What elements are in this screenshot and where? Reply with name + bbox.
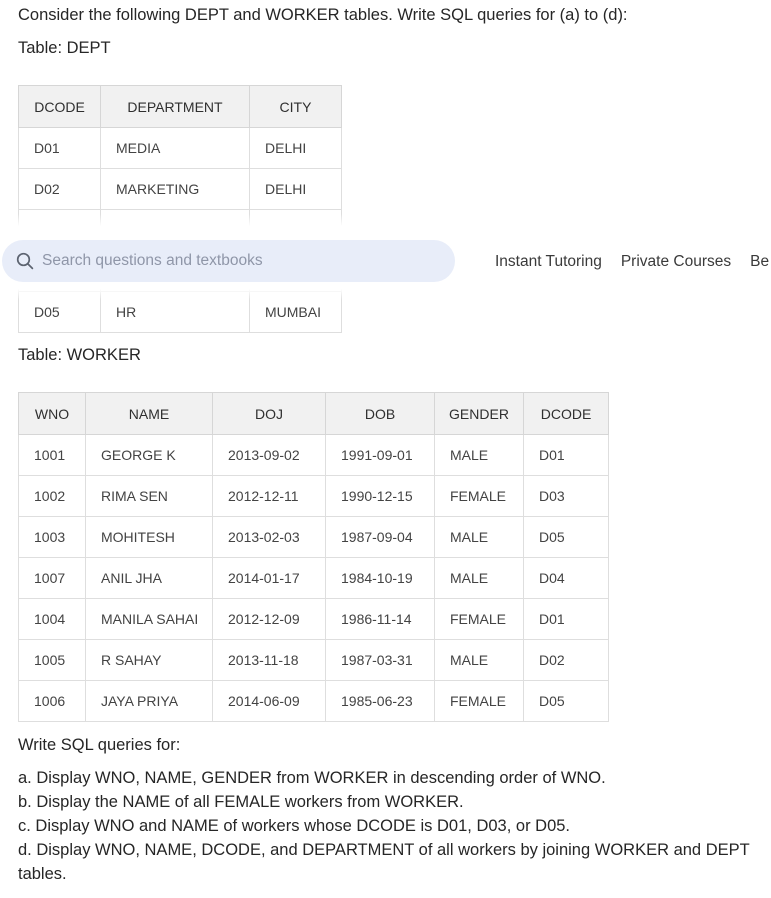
table-cell: D01: [523, 434, 609, 476]
table-cell: 1991-09-01: [325, 434, 435, 476]
table-header-cell: NAME: [85, 392, 213, 435]
dept-table-header-row: DCODE DEPARTMENT CITY: [18, 85, 342, 128]
table-cell: 1006: [18, 680, 86, 722]
question-a: a. Display WNO, NAME, GENDER from WORKER…: [18, 769, 606, 787]
worker-table-body: 1001 GEORGE K 2013-09-02 1991-09-01 MALE D01 1…: [18, 434, 609, 722]
table-row: D02 MARKETING DELHI: [18, 168, 342, 210]
search-bar[interactable]: [2, 240, 455, 282]
table-cell: DELHI: [249, 168, 342, 210]
table-cell: 1987-09-04: [325, 516, 435, 558]
table-cell: D05: [523, 516, 609, 558]
table-cell: R SAHAY: [85, 639, 213, 681]
table-header-cell: DOB: [325, 392, 435, 435]
table-cell: 2013-11-18: [212, 639, 326, 681]
question-d: d. Display WNO, NAME, DCODE, and DEPARTM…: [18, 841, 750, 883]
table-cell: GEORGE K: [85, 434, 213, 476]
table-row: 1002 RIMA SEN 2012-12-11 1990-12-15 FEMALE D0…: [18, 475, 609, 517]
table-cell: D01: [523, 598, 609, 640]
search-header-overlay: Instant Tutoring Private Courses Be: [0, 214, 771, 300]
table-cell: FEMALE: [434, 475, 524, 517]
table-cell: MOHITESH: [85, 516, 213, 558]
table-cell: 1984-10-19: [325, 557, 435, 599]
table-row: 1007 ANIL JHA 2014-01-17 1984-10-19 MALE D04: [18, 557, 609, 599]
nav-link-truncated[interactable]: Be: [750, 253, 770, 270]
table-cell: 1990-12-15: [325, 475, 435, 517]
table-cell: 2013-09-02: [212, 434, 326, 476]
table-cell: ANIL JHA: [85, 557, 213, 599]
top-nav: Instant Tutoring Private Courses Be: [495, 253, 769, 271]
table-cell: FEMALE: [434, 680, 524, 722]
table-header-cell: DOJ: [212, 392, 326, 435]
table-cell: 2014-06-09: [212, 680, 326, 722]
dept-table-label: Table: DEPT: [18, 39, 111, 57]
table-cell: DELHI: [249, 127, 342, 169]
intro-text: Consider the following DEPT and WORKER t…: [18, 6, 628, 24]
table-cell: 1003: [18, 516, 86, 558]
questions-heading: Write SQL queries for:: [18, 736, 181, 754]
table-cell: MALE: [434, 557, 524, 599]
table-cell: MEDIA: [100, 127, 250, 169]
question-c: c. Display WNO and NAME of workers whose…: [18, 817, 571, 835]
table-cell: D05: [523, 680, 609, 722]
table-row: D01 MEDIA DELHI: [18, 127, 342, 169]
table-cell: JAYA PRIYA: [85, 680, 213, 722]
nav-link-instant-tutoring[interactable]: Instant Tutoring: [495, 253, 602, 270]
table-cell: 1001: [18, 434, 86, 476]
table-row: 1001 GEORGE K 2013-09-02 1991-09-01 MALE D01: [18, 434, 609, 476]
table-cell: 1985-06-23: [325, 680, 435, 722]
table-cell: 1002: [18, 475, 86, 517]
table-cell: 2012-12-09: [212, 598, 326, 640]
table-cell: D03: [523, 475, 609, 517]
table-cell: D02: [523, 639, 609, 681]
search-input[interactable]: [2, 240, 455, 282]
worker-table-label: Table: WORKER: [18, 346, 141, 364]
table-header-cell: DEPARTMENT: [100, 85, 250, 128]
table-header-cell: DCODE: [18, 85, 101, 128]
table-row: 1003 MOHITESH 2013-02-03 1987-09-04 MALE D05: [18, 516, 609, 558]
table-header-cell: WNO: [18, 392, 86, 435]
table-header-cell: DCODE: [523, 392, 609, 435]
table-cell: 2012-12-11: [212, 475, 326, 517]
table-row: 1005 R SAHAY 2013-11-18 1987-03-31 MALE D02: [18, 639, 609, 681]
table-header-cell: CITY: [249, 85, 342, 128]
table-cell: 1986-11-14: [325, 598, 435, 640]
table-cell: FEMALE: [434, 598, 524, 640]
table-cell: 1987-03-31: [325, 639, 435, 681]
table-row: 1004 MANILA SAHAI 2012-12-09 1986-11-14 FEMA…: [18, 598, 609, 640]
table-cell: MALE: [434, 516, 524, 558]
question-b: b. Display the NAME of all FEMALE worker…: [18, 793, 464, 811]
worker-table-header-row: WNO NAME DOJ DOB GENDER DCODE: [18, 392, 609, 435]
questions-list: a. Display WNO, NAME, GENDER from WORKER…: [18, 766, 766, 886]
table-cell: MALE: [434, 639, 524, 681]
search-icon: [16, 252, 34, 270]
worker-table: WNO NAME DOJ DOB GENDER DCODE 1001 GEORGE K 201…: [18, 392, 609, 722]
table-row: 1006 JAYA PRIYA 2014-06-09 1985-06-23 FEMALE…: [18, 680, 609, 722]
table-cell: 2013-02-03: [212, 516, 326, 558]
table-cell: D01: [18, 127, 101, 169]
table-header-cell: GENDER: [434, 392, 524, 435]
table-cell: MARKETING: [100, 168, 250, 210]
table-cell: D04: [523, 557, 609, 599]
table-cell: 1005: [18, 639, 86, 681]
table-cell: MALE: [434, 434, 524, 476]
table-cell: D02: [18, 168, 101, 210]
table-cell: 1004: [18, 598, 86, 640]
table-cell: RIMA SEN: [85, 475, 213, 517]
table-cell: 2014-01-17: [212, 557, 326, 599]
table-cell: MANILA SAHAI: [85, 598, 213, 640]
nav-link-private-courses[interactable]: Private Courses: [620, 253, 732, 270]
table-cell: 1007: [18, 557, 86, 599]
